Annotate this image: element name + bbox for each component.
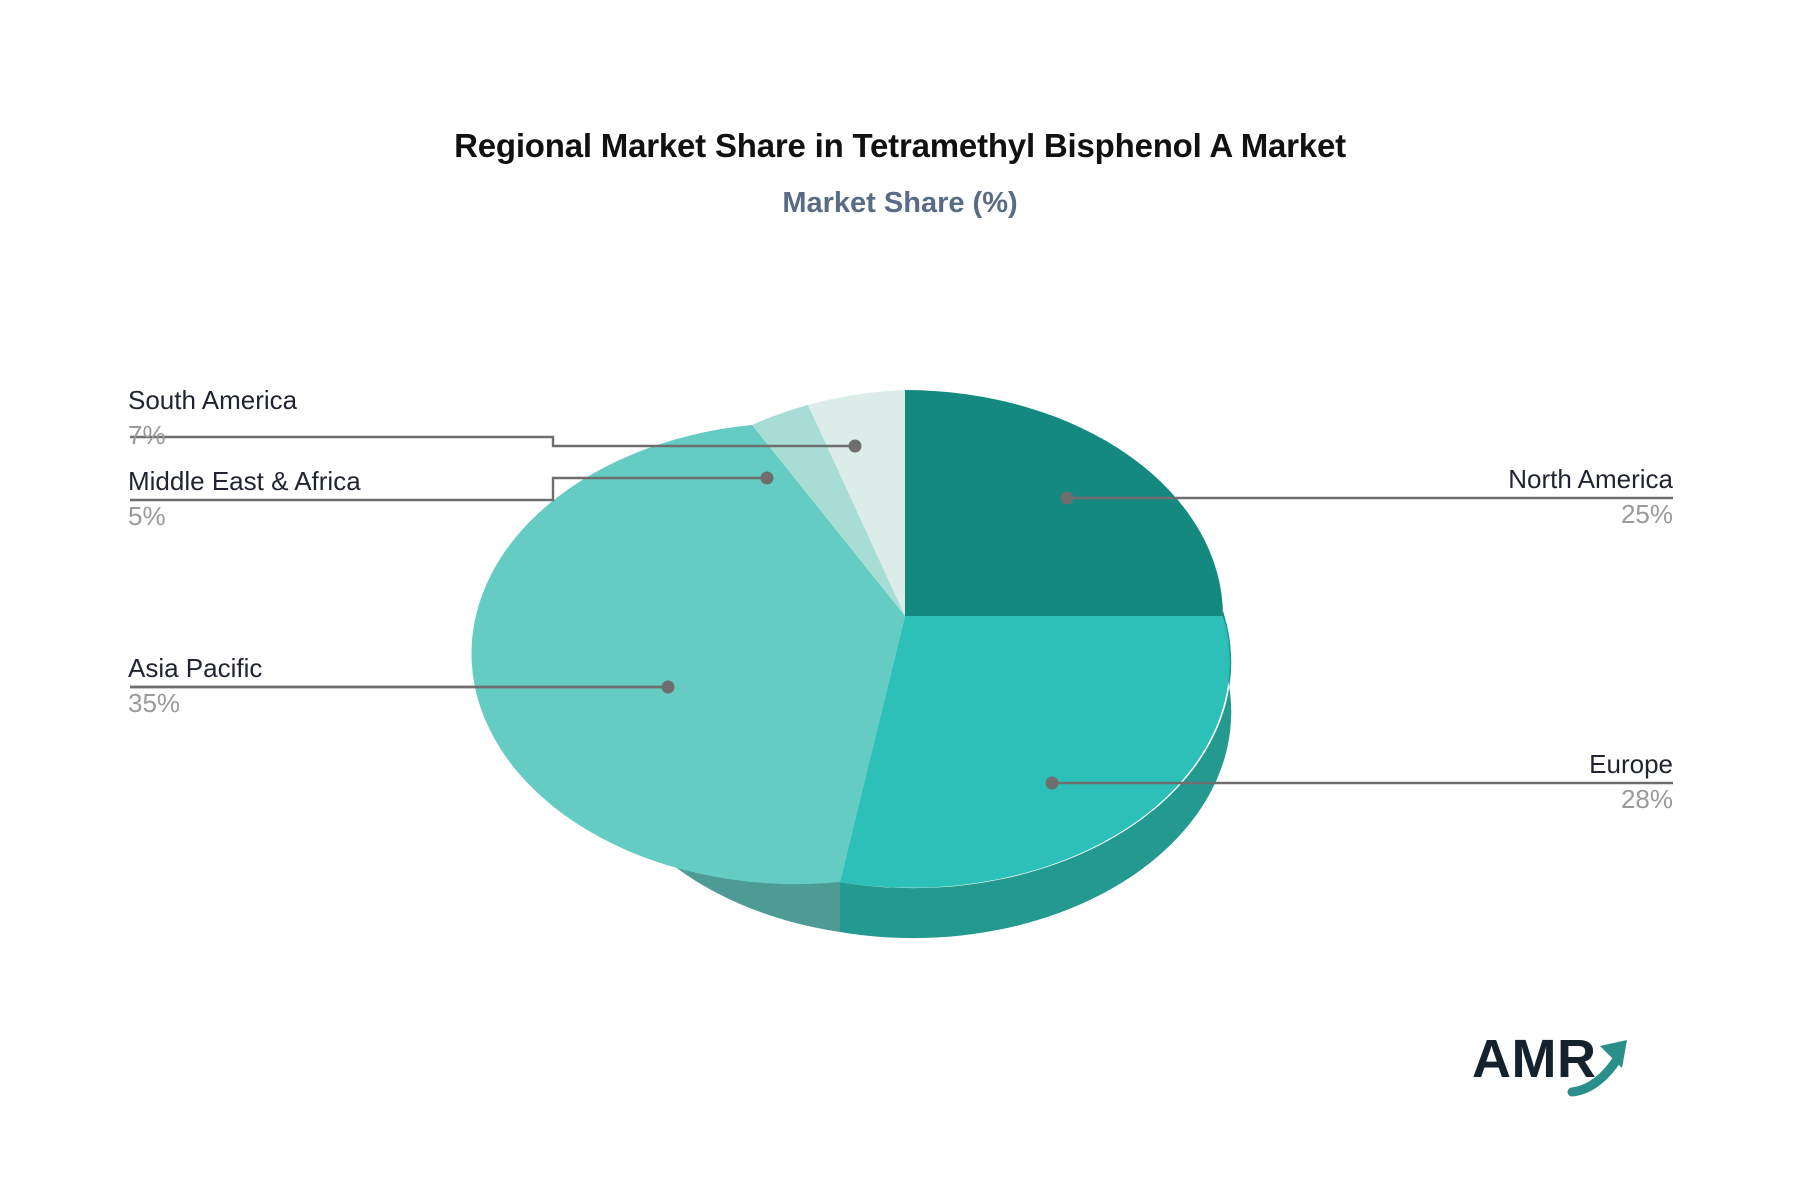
callout-europe[interactable]: Europe 28%	[1173, 747, 1673, 817]
callout-label-south-america: South America	[128, 385, 298, 415]
callout-north-america[interactable]: North America 25%	[1173, 462, 1673, 532]
callout-label-middle-east-africa: Middle East & Africa	[128, 466, 361, 496]
pie-slice-middle-east-africa[interactable]	[752, 405, 905, 616]
callout-south-america[interactable]: South America 7%	[128, 383, 548, 453]
leader-dot-south-america	[848, 439, 862, 453]
leader-dot-europe	[1045, 776, 1059, 790]
pie-slice-europe[interactable]	[840, 616, 1230, 888]
leader-dot-asia-pacific	[661, 680, 675, 694]
leader-dot-middle-east-africa	[760, 471, 774, 485]
callout-middle-east-africa[interactable]: Middle East & Africa 5%	[128, 464, 548, 534]
leader-line-south-america	[130, 435, 855, 448]
leader-line-middle-east-africa	[130, 476, 767, 502]
callout-label-north-america: North America	[1508, 464, 1673, 494]
callout-value-asia-pacific: 35%	[128, 688, 181, 718]
pie-depth-europe	[840, 611, 1232, 939]
pie-slices	[471, 390, 1230, 888]
callout-value-north-america: 25%	[1620, 499, 1673, 529]
amr-logo: AMR	[1472, 1030, 1642, 1102]
callout-value-south-america: 7%	[128, 420, 166, 450]
callout-asia-pacific[interactable]: Asia Pacific 35%	[128, 651, 548, 721]
callout-label-asia-pacific: Asia Pacific	[128, 653, 263, 683]
leader-lines	[130, 435, 1673, 790]
pie-slice-asia-pacific[interactable]	[471, 425, 905, 885]
leader-dot-north-america	[1060, 491, 1074, 505]
callout-value-middle-east-africa: 5%	[128, 501, 166, 531]
page-title: Regional Market Share in Tetramethyl Bis…	[454, 127, 1346, 164]
arrow-swoosh-icon	[1567, 1040, 1627, 1097]
amr-logo-text: AMR	[1472, 1029, 1597, 1089]
chart-subtitle: Market Share (%)	[782, 187, 1018, 219]
callout-label-europe: Europe	[1589, 749, 1673, 779]
callout-value-europe: 28%	[1620, 784, 1673, 814]
